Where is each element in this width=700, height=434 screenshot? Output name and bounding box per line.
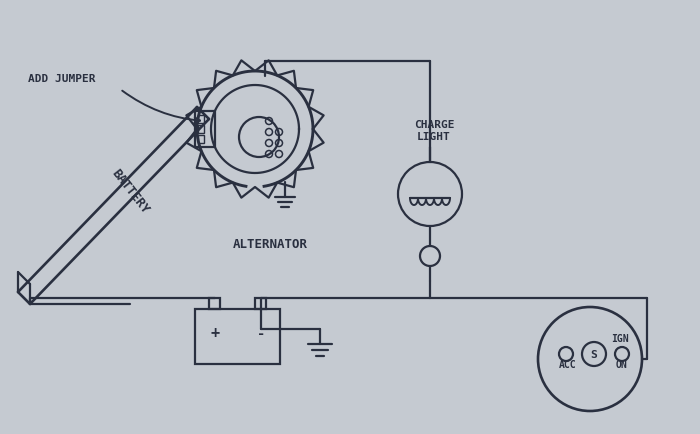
Text: CHARGE
LIGHT: CHARGE LIGHT bbox=[414, 120, 454, 141]
Bar bbox=[198, 126, 204, 134]
Text: IGN: IGN bbox=[611, 333, 629, 343]
Text: ACC: ACC bbox=[559, 359, 577, 369]
Text: -: - bbox=[257, 326, 265, 340]
Text: ON: ON bbox=[616, 359, 628, 369]
Bar bbox=[209, 298, 220, 309]
Text: S: S bbox=[591, 349, 597, 359]
Bar bbox=[198, 116, 204, 124]
Bar bbox=[198, 136, 204, 144]
Text: ADD JUMPER: ADD JUMPER bbox=[28, 74, 95, 84]
Text: +: + bbox=[211, 325, 220, 340]
Text: ALTERNATOR: ALTERNATOR bbox=[232, 237, 307, 250]
Bar bbox=[195, 309, 280, 364]
Bar bbox=[255, 298, 266, 309]
Text: BATTERY: BATTERY bbox=[108, 167, 151, 216]
Bar bbox=[195, 112, 215, 148]
